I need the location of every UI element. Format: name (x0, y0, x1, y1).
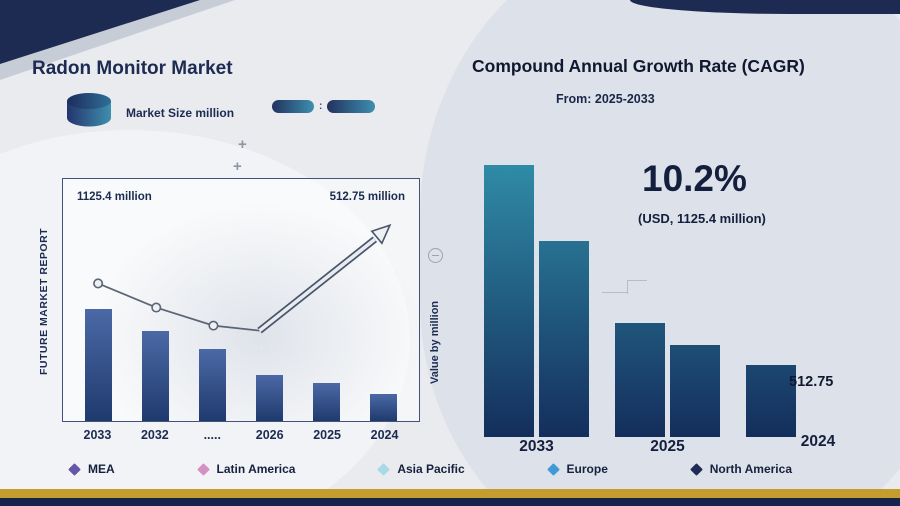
bar (198, 349, 226, 421)
legend-item-asia-pacific: Asia Pacific (377, 462, 465, 476)
group-label-2024: 2024 (800, 433, 836, 450)
circle-dash-icon (428, 248, 443, 263)
diamond-icon (196, 462, 210, 476)
top-right-band (630, 0, 900, 14)
cagr-bar (615, 323, 665, 437)
pill-separator: : (319, 101, 323, 112)
value-annotation-2024: 512.75 million (329, 191, 405, 203)
market-size-bar (133, 331, 177, 421)
step-line-decoration (602, 280, 647, 294)
region-legend: MEA Latin America Asia Pacific Europe North … (68, 462, 792, 476)
legend-label: Europe (566, 462, 608, 476)
market-size-bar (76, 309, 120, 421)
bar-value-label: 512.75 (789, 374, 834, 390)
legend-pills: : (272, 100, 376, 113)
legend-item-europe: Europe (546, 462, 608, 476)
diamond-icon (68, 462, 81, 476)
market-size-legend-label: Market Size million (126, 105, 235, 120)
legend-item-latin-america: Latin America (196, 462, 296, 476)
cagr-note: (USD, 1125.4 million) (638, 211, 766, 226)
dash-icon (432, 254, 439, 257)
cagr-value: 10.2% (642, 158, 747, 199)
bar (141, 331, 169, 421)
bottom-gold-strip (0, 489, 900, 498)
x-axis-label: 2026 (255, 428, 284, 442)
x-axis-label: 2025 (313, 428, 342, 442)
bar (84, 309, 112, 421)
left-chart-title: Radon Monitor Market (32, 58, 233, 79)
cagr-bars (484, 165, 796, 437)
cylinder-chart-icon (64, 92, 114, 133)
diamond-icon (377, 462, 391, 476)
x-axis-label: 2024 (370, 428, 399, 442)
x-axis-label: ..... (203, 428, 221, 442)
right-y-axis-label: Value by million (429, 300, 441, 384)
legend-item-north-america: North America (689, 462, 792, 476)
group-label-2025: 2025 (650, 438, 685, 455)
diamond-icon (689, 462, 703, 476)
cagr-bar (539, 241, 589, 437)
cagr-bar-group-2024 (746, 365, 796, 437)
bar (256, 375, 284, 421)
market-size-bar (190, 349, 234, 421)
plus-icon: + (233, 158, 242, 175)
cagr-bar-group-2033 (484, 165, 589, 437)
market-size-bar (362, 394, 406, 421)
trend-arrow (93, 223, 392, 334)
x-axis-labels: 2033 2032..... 2026 2025 2024 (62, 428, 420, 442)
bar (313, 383, 341, 421)
gradient-pill-icon (272, 100, 314, 113)
cagr-bar (670, 345, 720, 437)
group-label-2033: 2033 (519, 438, 554, 455)
legend-label: North America (709, 462, 792, 476)
legend-label: Latin America (216, 462, 296, 476)
market-size-bar (248, 375, 292, 421)
x-axis-label: 2033 (83, 428, 112, 442)
cagr-bar-group-2025 (615, 323, 720, 437)
legend-item-mea: MEA (68, 462, 115, 476)
cagr-bar (484, 165, 534, 437)
cagr-bar (746, 365, 796, 437)
bar (370, 394, 398, 421)
x-axis-label: 2032 (140, 428, 169, 442)
market-size-chart: 1125.4 million 512.75 million (62, 178, 420, 422)
market-size-legend: Market Size million (64, 92, 234, 133)
legend-label: MEA (88, 462, 115, 476)
right-chart-subtitle: From: 2025-2033 (556, 92, 655, 106)
gradient-pill-icon (327, 100, 376, 113)
value-annotation-2033: 1125.4 million (77, 191, 152, 203)
plus-icon: + (238, 136, 247, 153)
left-y-axis-label: FUTURE MARKET REPORT (38, 227, 50, 375)
market-size-bars (63, 309, 419, 421)
diamond-icon (546, 462, 560, 476)
bottom-navy-strip (0, 498, 900, 506)
right-chart-title: Compound Annual Growth Rate (CAGR) (472, 56, 805, 76)
market-size-bar (305, 383, 349, 421)
legend-label: Asia Pacific (397, 462, 465, 476)
